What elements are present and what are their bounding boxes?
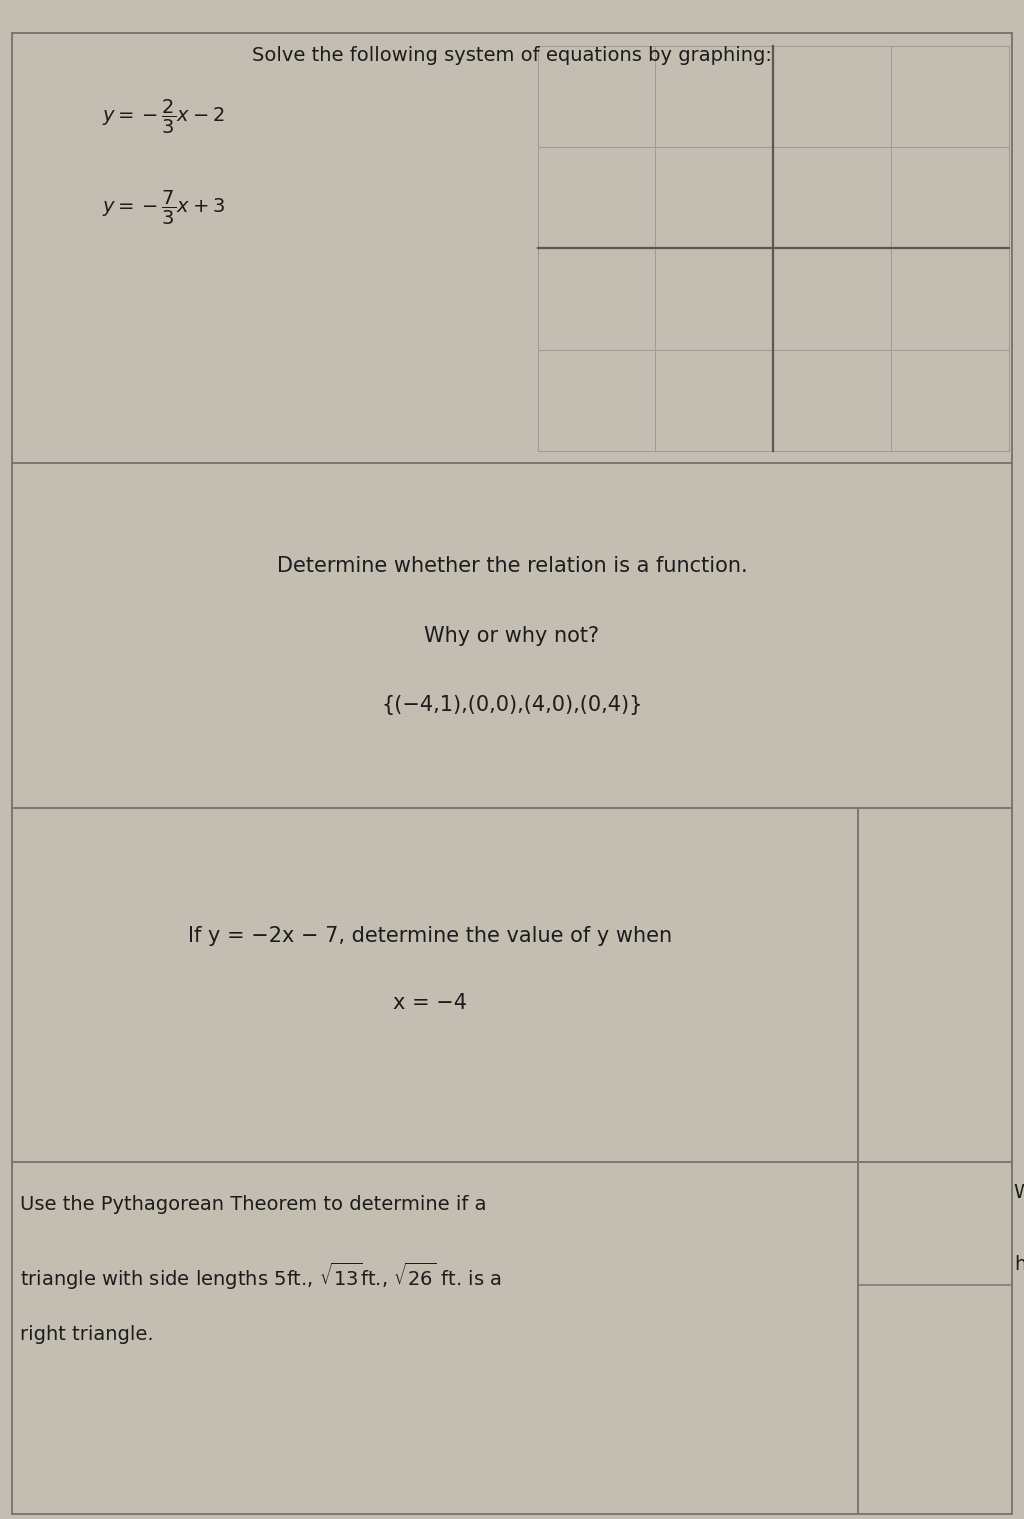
Text: $y = -\dfrac{2}{3}x - 2$: $y = -\dfrac{2}{3}x - 2$: [102, 97, 225, 137]
Text: right triangle.: right triangle.: [20, 1325, 154, 1344]
Text: Use the Pythagorean Theorem to determine if a: Use the Pythagorean Theorem to determine…: [20, 1195, 487, 1215]
Text: triangle with side lengths 5ft., $\sqrt{13}$ft., $\sqrt{26}$ ft. is a: triangle with side lengths 5ft., $\sqrt{…: [20, 1261, 502, 1293]
Text: W: W: [1014, 1183, 1024, 1203]
Text: x = −4: x = −4: [393, 993, 467, 1013]
Text: $y = -\dfrac{7}{3}x + 3$: $y = -\dfrac{7}{3}x + 3$: [102, 188, 225, 228]
Text: Why or why not?: Why or why not?: [424, 626, 600, 646]
Text: Solve the following system of equations by graphing:: Solve the following system of equations …: [252, 46, 772, 65]
Text: {(−4,1),(0,0),(4,0),(0,4)}: {(−4,1),(0,0),(4,0),(0,4)}: [381, 696, 643, 715]
Text: Determine whether the relation is a function.: Determine whether the relation is a func…: [276, 556, 748, 576]
Text: h: h: [1014, 1255, 1024, 1274]
Text: If y = −2x − 7, determine the value of y when: If y = −2x − 7, determine the value of y…: [188, 927, 672, 946]
